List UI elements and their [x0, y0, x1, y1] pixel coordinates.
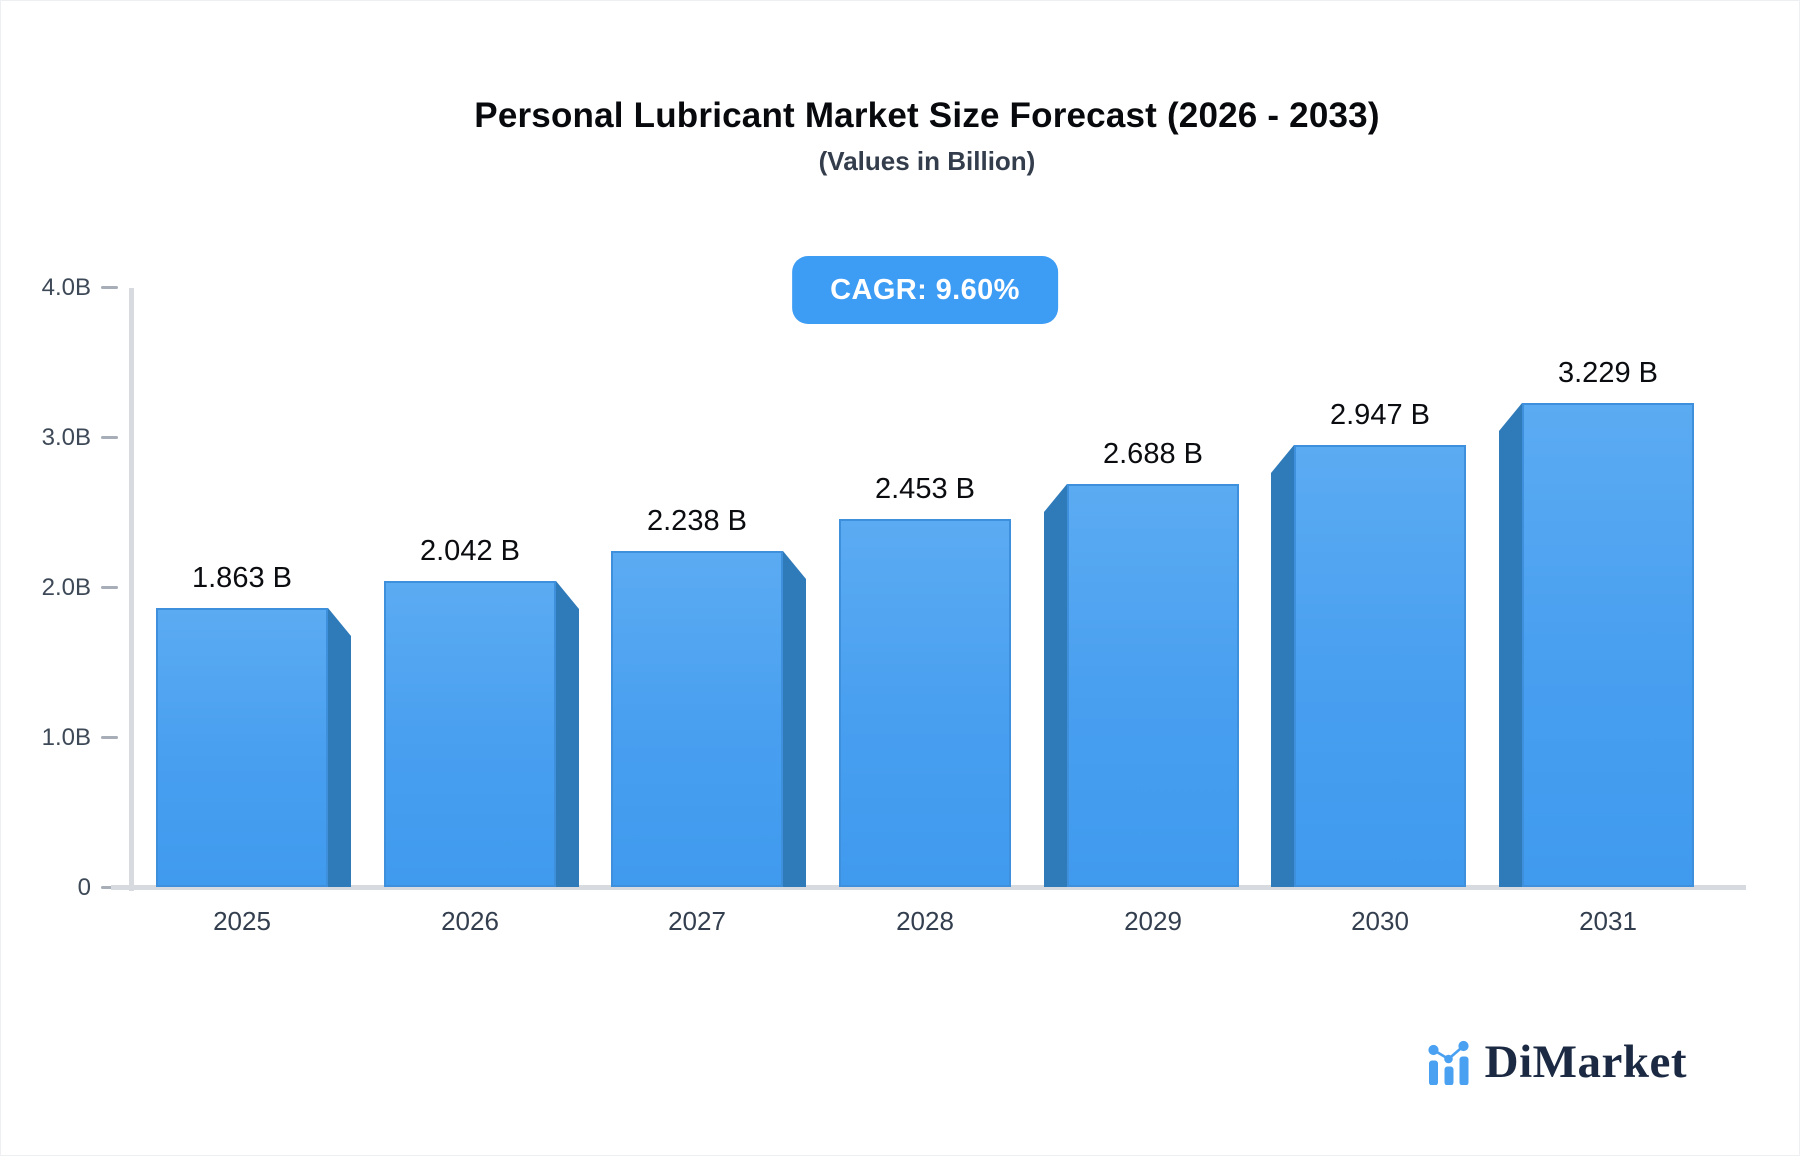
bar-side-face	[1499, 403, 1522, 887]
bar-value-label: 2.453 B	[875, 473, 975, 505]
y-tick-label: 2.0B	[41, 574, 91, 601]
bar-side-face	[1271, 445, 1294, 887]
y-tick-dash	[101, 436, 118, 439]
x-tick-label: 2029	[1124, 906, 1182, 936]
x-tick-label: 2031	[1579, 906, 1637, 936]
y-tick-label: 0	[77, 874, 91, 901]
bar-value-label: 2.947 B	[1330, 399, 1430, 431]
bar-side-face	[556, 581, 579, 887]
bar-2026	[384, 581, 556, 887]
bar-value-label: 2.688 B	[1103, 438, 1203, 470]
y-tick-dash	[101, 736, 118, 739]
x-tick-label: 2025	[213, 906, 271, 936]
bar-2031	[1522, 403, 1694, 887]
y-tick-label: 1.0B	[41, 724, 91, 751]
bar-chart-logo-icon	[1428, 1040, 1469, 1085]
x-tick-label: 2030	[1351, 906, 1409, 936]
bar-side-face	[1044, 484, 1067, 887]
bar-2027	[611, 551, 783, 887]
bar-side-face	[783, 551, 806, 887]
x-tick-label: 2028	[896, 906, 954, 936]
chart-subtitle: (Values in Billion)	[818, 146, 1036, 176]
bar-2028	[839, 519, 1011, 887]
x-tick-label: 2027	[668, 906, 726, 936]
bar-value-label: 2.042 B	[420, 535, 520, 567]
bar-2025	[156, 608, 328, 887]
bar-2030	[1294, 445, 1466, 887]
cagr-badge: CAGR: 9.60%	[792, 256, 1058, 324]
chart-title: Personal Lubricant Market Size Forecast …	[474, 96, 1380, 135]
brand-name: DiMarket	[1484, 1036, 1687, 1088]
x-axis-line	[111, 885, 1746, 890]
cagr-badge-label: CAGR: 9.60%	[830, 273, 1020, 306]
bar-side-face	[328, 608, 351, 887]
y-tick-dash	[101, 886, 118, 889]
bar-value-label: 1.863 B	[192, 562, 292, 594]
brand-logo: DiMarket	[1426, 1039, 1687, 1086]
bar-value-label: 3.229 B	[1558, 357, 1658, 389]
y-tick-dash	[101, 586, 118, 589]
x-tick-label: 2026	[441, 906, 499, 936]
y-axis-line	[129, 288, 134, 891]
y-tick-label: 3.0B	[41, 424, 91, 451]
chart-header: Personal Lubricant Market Size Forecast …	[28, 96, 1799, 177]
y-tick-label: 4.0B	[41, 274, 91, 301]
y-tick-dash	[101, 286, 118, 289]
bar-value-label: 2.238 B	[647, 505, 747, 537]
bar-2029	[1067, 484, 1239, 887]
